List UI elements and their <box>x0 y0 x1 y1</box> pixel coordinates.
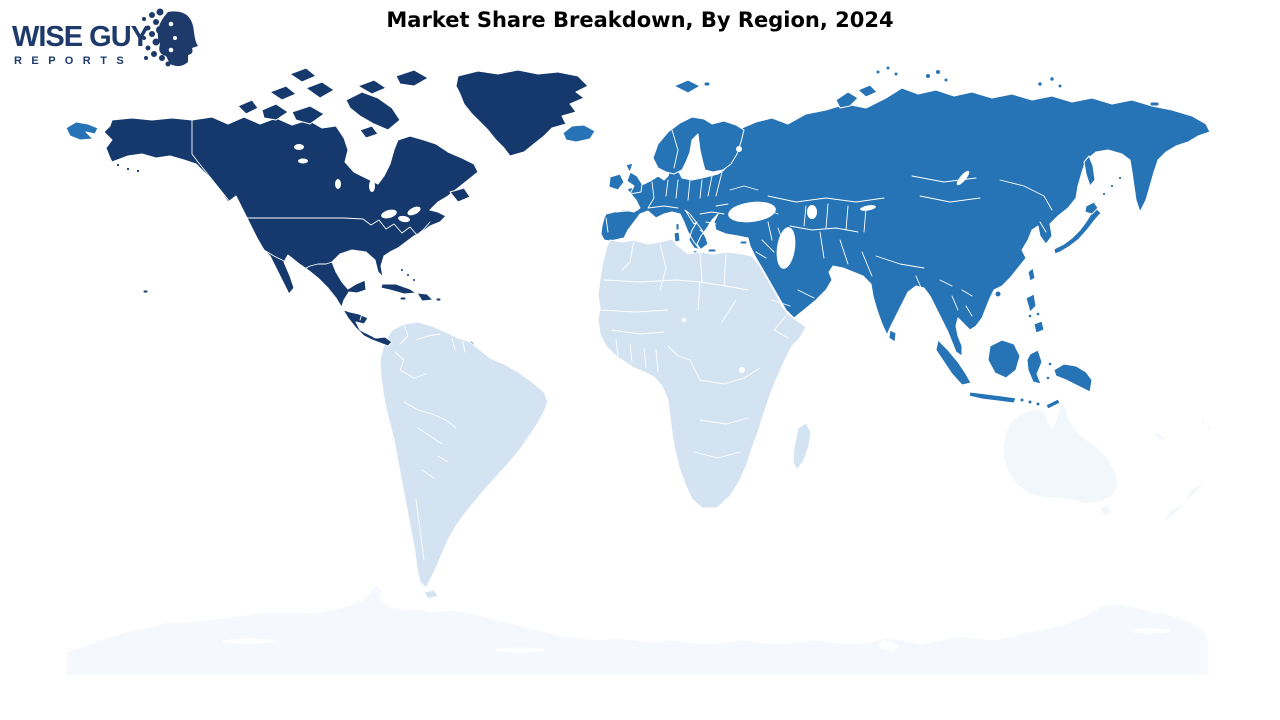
hainan <box>994 290 1002 298</box>
hokkaido <box>1084 201 1099 215</box>
baffin <box>345 91 401 131</box>
great-britain <box>625 162 643 195</box>
sardinia <box>673 231 681 243</box>
james-bay <box>369 180 375 192</box>
aral-sea <box>807 205 817 219</box>
brand-subname: R E P O R T S <box>14 55 127 67</box>
north-america-mainland <box>103 116 479 347</box>
brand-head-icon: WISE GUY R E P O R T S <box>12 8 198 67</box>
japan <box>1053 208 1102 255</box>
greenland <box>455 69 589 157</box>
lake-winnipeg <box>335 179 341 189</box>
lake-ladoga <box>736 146 742 152</box>
puerto-rico <box>435 297 442 302</box>
lake-superior <box>381 209 397 219</box>
black-sea <box>728 201 776 223</box>
ross-inlet <box>878 640 900 652</box>
luzon <box>1025 293 1037 313</box>
sumatra <box>935 339 972 386</box>
south-america-region <box>379 321 549 600</box>
borneo <box>987 339 1021 379</box>
lake-michigan-huron <box>398 215 410 223</box>
country-borders <box>191 119 1053 561</box>
africa-mainland <box>597 238 807 509</box>
brand-logo: WISE GUY R E P O R T S <box>12 6 212 70</box>
corsica <box>675 222 680 231</box>
hawaii <box>142 289 149 294</box>
lake-baikal <box>956 170 970 186</box>
oceania-region <box>1002 401 1212 524</box>
iceland <box>562 124 596 143</box>
novaya-zemlya <box>835 91 859 109</box>
cyprus <box>739 240 748 245</box>
north-america-region <box>103 67 589 347</box>
australia <box>1002 401 1119 505</box>
south-america-mainland <box>379 321 549 589</box>
africa-region <box>597 238 812 509</box>
lake-victoria <box>739 367 745 373</box>
chukotka-west <box>65 121 99 141</box>
brand-name: WISE GUY <box>12 21 150 53</box>
sri-lanka <box>888 329 897 343</box>
taiwan <box>1027 267 1036 282</box>
asia-region <box>65 65 1211 410</box>
hispaniola <box>416 292 434 302</box>
new-zealand-south <box>1162 503 1187 524</box>
ellesmere <box>395 69 429 87</box>
svalbard <box>673 79 701 94</box>
new-zealand-north <box>1184 483 1206 504</box>
newfoundland <box>449 187 471 203</box>
great-slave-lake <box>298 158 308 164</box>
tasmania <box>1099 504 1112 517</box>
page-title: Market Share Breakdown, By Region, 2024 <box>386 8 894 32</box>
crete <box>707 248 717 253</box>
lake-balkhash <box>860 205 876 211</box>
new-guinea <box>1053 363 1093 393</box>
cuba <box>380 283 417 295</box>
tierra-del-fuego <box>423 589 439 600</box>
lake-erie-ontario <box>407 206 421 216</box>
gulf-of-california <box>289 262 302 292</box>
lake-chad <box>682 318 686 322</box>
sulawesi <box>1026 349 1043 385</box>
eurasia-mainland <box>600 87 1211 357</box>
java <box>968 391 1017 404</box>
great-bear-lake <box>294 144 304 150</box>
new-caledonia <box>1153 431 1167 442</box>
sakhalin <box>1083 155 1096 187</box>
madagascar <box>792 422 812 471</box>
ireland <box>608 173 625 191</box>
devon <box>357 79 387 95</box>
mindanao <box>1033 320 1045 334</box>
antarctica-region <box>65 583 1209 676</box>
timor <box>1045 398 1061 410</box>
jamaica <box>399 296 407 301</box>
